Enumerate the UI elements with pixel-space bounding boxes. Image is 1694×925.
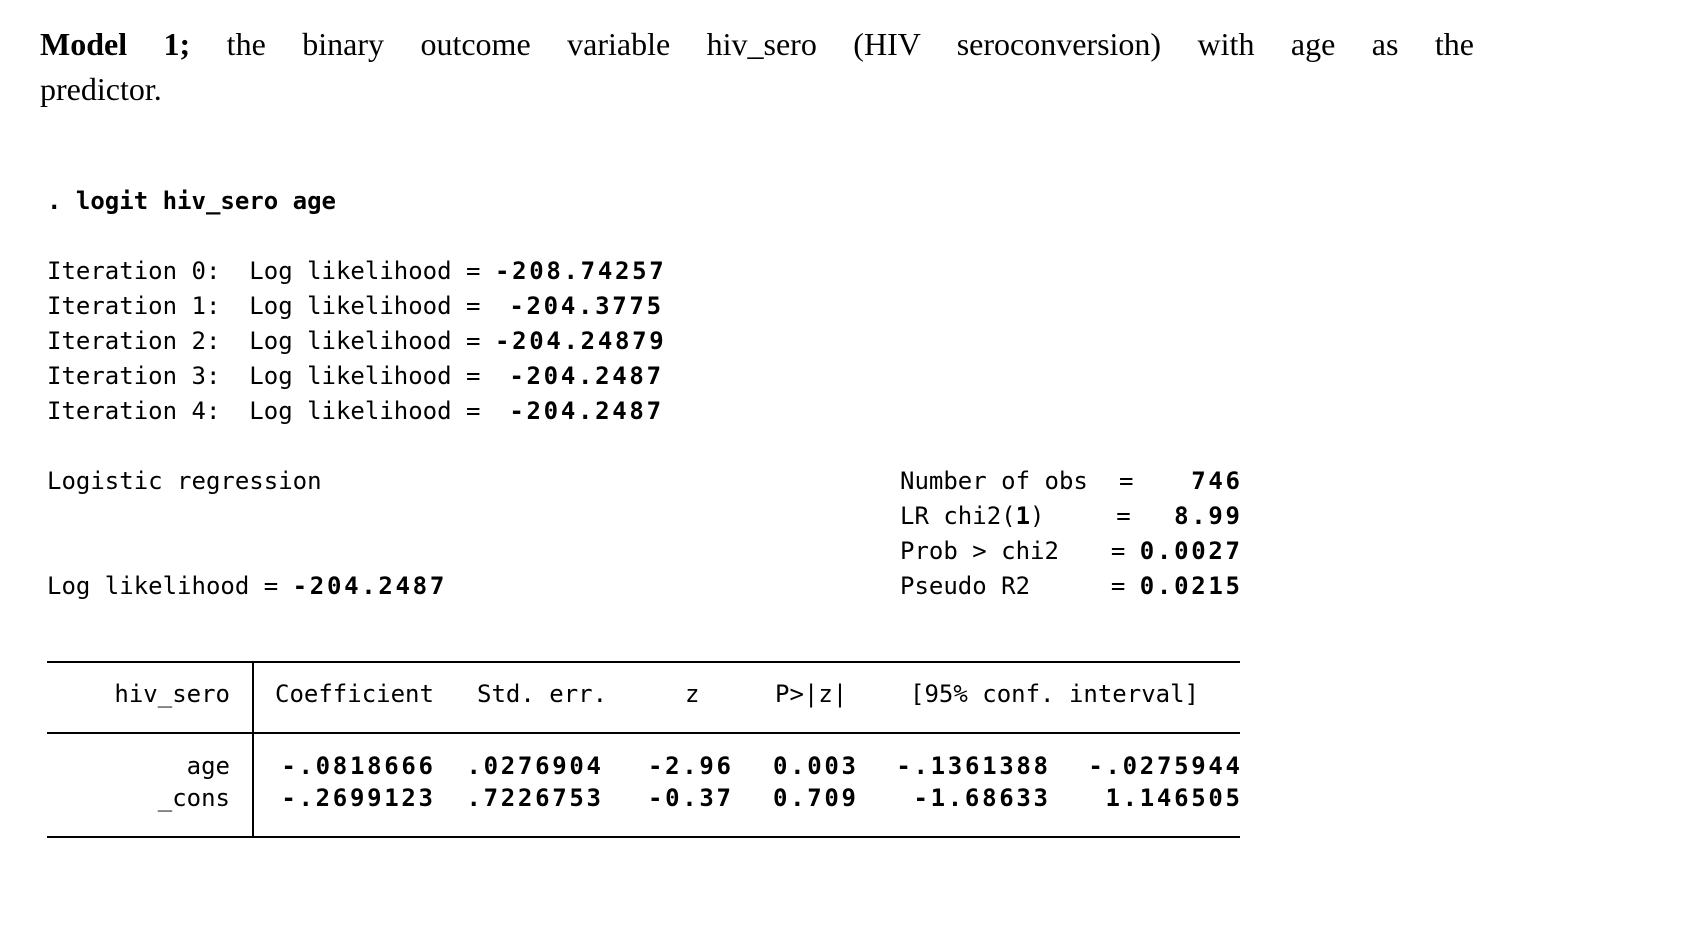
iteration-line: Iteration 0: Log likelihood = -208.74257 — [47, 254, 664, 289]
log-likelihood-value: -204.2487 — [292, 572, 447, 600]
stat-prob-chi2: Prob > chi2 = 0.0027 — [900, 534, 1240, 569]
iteration-label: Iteration 3: Log likelihood = — [47, 362, 510, 390]
caption-line1: Model 1; the binary outcome variable hiv… — [40, 22, 1474, 67]
caption-line1-rest: the binary outcome variable hiv_sero (HI… — [190, 26, 1475, 62]
stat-equals: = — [1116, 502, 1175, 530]
cell-z: -0.37 — [647, 784, 734, 812]
iteration-line: Iteration 2: Log likelihood = -204.24879 — [47, 324, 664, 359]
iteration-line: Iteration 1: Log likelihood = -204.3775 — [47, 289, 661, 324]
iteration-value: -204.2487 — [509, 362, 664, 390]
stat-lr-chi2: LR chi2(1) = 8.99 — [900, 499, 1240, 534]
stat-label: Pseudo R2 — [900, 572, 1031, 600]
stat-label-close: ) — [1030, 502, 1045, 530]
table-rule-top — [47, 661, 1240, 663]
iteration-label: Iteration 0: Log likelihood = — [47, 257, 495, 285]
cell-std-err: .7226753 — [466, 784, 604, 812]
iteration-label: Iteration 4: Log likelihood = — [47, 397, 510, 425]
cell-coefficient: -.2699123 — [281, 784, 436, 812]
cell-p-value: 0.709 — [772, 784, 859, 812]
iteration-line: Iteration 3: Log likelihood = -204.2487 — [47, 359, 661, 394]
log-likelihood-line: Log likelihood = -204.2487 — [47, 569, 444, 604]
cell-coefficient: -.0818666 — [281, 752, 436, 780]
stat-label: Number of obs — [900, 467, 1088, 495]
table-header-coefficient: Coefficient — [275, 680, 434, 708]
table-header-depvar: hiv_sero — [114, 680, 230, 708]
cell-ci-high: 1.146505 — [1105, 784, 1243, 812]
caption-line2: predictor. — [40, 71, 162, 107]
cell-ci-low: -1.68633 — [913, 784, 1051, 812]
table-header-p-value: P>|z| — [775, 680, 848, 708]
stat-value: 746 — [1191, 467, 1243, 495]
table-divider — [252, 661, 254, 838]
cell-ci-high: -.0275944 — [1088, 752, 1243, 780]
cell-varname: age — [186, 752, 230, 780]
iteration-label: Iteration 1: Log likelihood = — [47, 292, 510, 320]
stat-label: LR chi2( — [900, 502, 1016, 530]
iteration-value: -204.3775 — [509, 292, 664, 320]
cell-p-value: 0.003 — [772, 752, 859, 780]
cell-z: -2.96 — [647, 752, 734, 780]
stat-df: 1 — [1015, 502, 1031, 530]
stata-command-text: . logit hiv_sero age — [47, 187, 336, 215]
caption-model-label: Model 1; — [40, 26, 191, 62]
model-type-label: Logistic regression — [47, 467, 322, 495]
stat-number-of-obs: Number of obs = 746 — [900, 464, 1240, 499]
log-likelihood-label: Log likelihood = — [47, 572, 293, 600]
stat-value: 0.0215 — [1139, 572, 1243, 600]
iteration-line: Iteration 4: Log likelihood = -204.2487 — [47, 394, 661, 429]
stat-pseudo-r2: Pseudo R2 = 0.0215 — [900, 569, 1240, 604]
stat-equals: = — [1118, 467, 1192, 495]
cell-ci-low: -.1361388 — [896, 752, 1051, 780]
iteration-value: -204.24879 — [494, 327, 667, 355]
stat-equals: = — [1110, 537, 1140, 565]
table-header-conf-interval: [95% conf. interval] — [910, 680, 1199, 708]
iteration-value: -204.2487 — [509, 397, 664, 425]
table-rule-middle — [47, 732, 1240, 734]
stat-value: 0.0027 — [1139, 537, 1243, 565]
cell-std-err: .0276904 — [466, 752, 604, 780]
table-header-std-err: Std. err. — [477, 680, 608, 708]
table-rule-bottom — [47, 836, 1240, 838]
stat-label: Prob > chi2 — [900, 537, 1059, 565]
cell-varname: _cons — [157, 784, 230, 812]
stata-command: . logit hiv_sero age — [47, 184, 336, 219]
caption: Model 1; the binary outcome variable hiv… — [40, 22, 1474, 112]
iteration-label: Iteration 2: Log likelihood = — [47, 327, 495, 355]
iteration-value: -208.74257 — [494, 257, 667, 285]
table-header-z: z — [685, 680, 700, 708]
stat-value: 8.99 — [1174, 502, 1243, 530]
stat-equals: = — [1110, 572, 1140, 600]
